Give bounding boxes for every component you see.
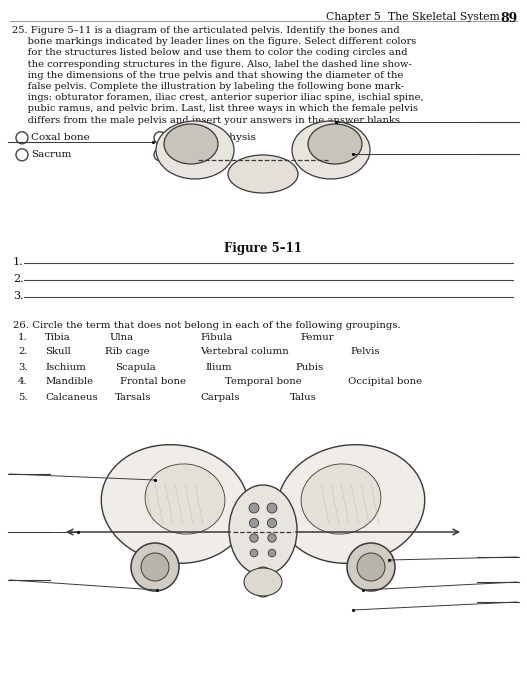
Text: Mandible: Mandible [45, 377, 93, 386]
Text: 25. Figure 5–11 is a diagram of the articulated pelvis. Identify the bones and: 25. Figure 5–11 is a diagram of the arti… [12, 26, 399, 35]
Text: pubic ramus, and pelvic brim. Last, list three ways in which the female pelvis: pubic ramus, and pelvic brim. Last, list… [12, 104, 418, 113]
Text: Skull: Skull [45, 347, 71, 356]
Text: Frontal bone: Frontal bone [120, 377, 186, 386]
Circle shape [268, 550, 276, 556]
Circle shape [347, 543, 395, 591]
Text: Talus: Talus [290, 393, 317, 402]
Ellipse shape [308, 124, 362, 164]
Ellipse shape [229, 485, 297, 575]
Ellipse shape [145, 464, 225, 534]
Text: ings: obturator foramen, iliac crest, anterior superior iliac spine, ischial spi: ings: obturator foramen, iliac crest, an… [12, 93, 424, 102]
Circle shape [357, 553, 385, 581]
Circle shape [131, 543, 179, 591]
Text: Chapter 5  The Skeletal System: Chapter 5 The Skeletal System [326, 12, 500, 22]
Text: 4.: 4. [18, 377, 28, 386]
Text: Pelvis: Pelvis [350, 347, 379, 356]
Text: the corresponding structures in the figure. Also, label the dashed line show-: the corresponding structures in the figu… [12, 60, 412, 69]
Text: Ilium: Ilium [205, 363, 232, 372]
Text: bone markings indicated by leader lines on the figure. Select different colors: bone markings indicated by leader lines … [12, 37, 416, 46]
Text: Figure 5–11: Figure 5–11 [224, 242, 302, 255]
Text: Fibula: Fibula [200, 332, 232, 342]
Circle shape [267, 503, 277, 513]
Text: Ischium: Ischium [45, 363, 86, 372]
Text: Tibia: Tibia [45, 332, 71, 342]
Ellipse shape [228, 155, 298, 193]
Ellipse shape [252, 567, 274, 597]
Ellipse shape [277, 444, 425, 564]
Ellipse shape [101, 444, 249, 564]
Text: Scapula: Scapula [115, 363, 156, 372]
Ellipse shape [156, 121, 234, 179]
Text: Rib cage: Rib cage [105, 347, 150, 356]
Text: differs from the male pelvis and insert your answers in the answer blanks.: differs from the male pelvis and insert … [12, 116, 403, 125]
Circle shape [250, 534, 258, 542]
Text: 26. Circle the term that does not belong in each of the following groupings.: 26. Circle the term that does not belong… [13, 321, 401, 330]
Text: for the structures listed below and use them to color the coding circles and: for the structures listed below and use … [12, 48, 407, 57]
Text: Tarsals: Tarsals [115, 393, 151, 402]
Text: Carpals: Carpals [200, 393, 239, 402]
Ellipse shape [301, 464, 381, 534]
Text: false pelvis. Complete the illustration by labeling the following bone mark-: false pelvis. Complete the illustration … [12, 82, 404, 91]
Text: Vertebral column: Vertebral column [200, 347, 289, 356]
Text: 3.: 3. [13, 291, 24, 301]
Circle shape [250, 550, 258, 556]
Ellipse shape [292, 121, 370, 179]
Circle shape [267, 519, 277, 528]
Text: Pubis: Pubis [295, 363, 323, 372]
Circle shape [141, 553, 169, 581]
Text: Pubic symphysis: Pubic symphysis [169, 133, 256, 142]
Text: Temporal bone: Temporal bone [225, 377, 302, 386]
Ellipse shape [244, 568, 282, 596]
Ellipse shape [164, 124, 218, 164]
Text: 89: 89 [501, 12, 518, 25]
Text: 3.: 3. [18, 363, 28, 372]
Circle shape [268, 534, 276, 542]
Text: 1.: 1. [13, 257, 24, 267]
Text: ing the dimensions of the true pelvis and that showing the diameter of the: ing the dimensions of the true pelvis an… [12, 71, 403, 80]
Text: 2.: 2. [13, 274, 24, 284]
Text: Ulna: Ulna [110, 332, 134, 342]
Text: 5.: 5. [18, 393, 27, 402]
Text: Sacrum: Sacrum [31, 150, 71, 160]
Text: Acetabulum: Acetabulum [169, 150, 232, 160]
Text: Occipital bone: Occipital bone [348, 377, 422, 386]
Text: Calcaneus: Calcaneus [45, 393, 97, 402]
Text: Femur: Femur [300, 332, 334, 342]
Text: 2.: 2. [18, 347, 27, 356]
Circle shape [249, 503, 259, 513]
Circle shape [249, 519, 259, 528]
Text: Coxal bone: Coxal bone [31, 133, 90, 142]
Text: 1.: 1. [18, 332, 28, 342]
